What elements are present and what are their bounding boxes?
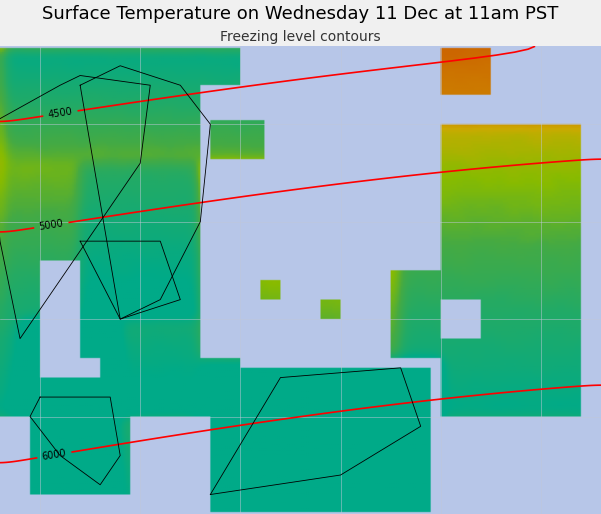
Text: 5000: 5000 [38, 218, 64, 232]
Text: 4500: 4500 [47, 107, 73, 120]
Text: 6000: 6000 [41, 448, 67, 462]
Text: Surface Temperature on Wednesday 11 Dec at 11am PST: Surface Temperature on Wednesday 11 Dec … [42, 5, 559, 23]
Text: Freezing level contours: Freezing level contours [220, 30, 381, 44]
